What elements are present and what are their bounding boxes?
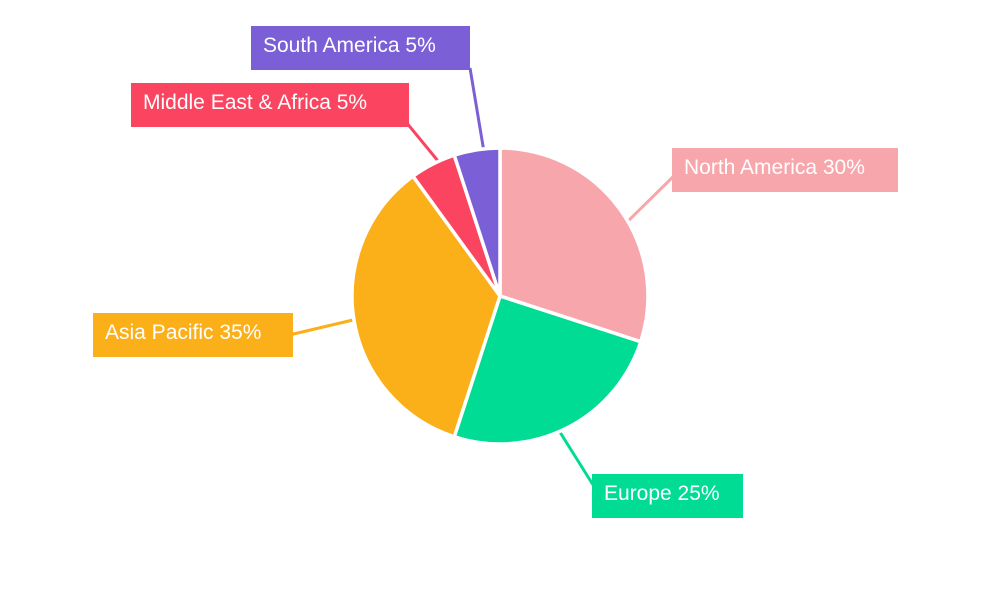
pie-slice-asia-pacific[interactable] [350,174,502,439]
pie-slice-europe[interactable] [452,294,643,446]
leader-line-asia-pacific [284,318,354,338]
leader-line-south-america [468,67,486,153]
pie-label-text-north-america: North America 30% [684,156,865,179]
pie-label-text-south-america: South America 5% [263,34,436,57]
pie-label-europe: Europe 25% [592,474,743,518]
pie-slice-north-america[interactable] [498,146,650,344]
pie-label-south-america: South America 5% [251,26,470,70]
pie-slice-south-america[interactable] [452,146,502,298]
pie-label-asia-pacific: Asia Pacific 35% [93,313,293,357]
pie-label-text-europe: Europe 25% [604,482,720,505]
pie-label-middle-east-africa: Middle East & Africa 5% [131,83,409,127]
pie-label-text-asia-pacific: Asia Pacific 35% [105,321,262,344]
pie-label-text-middle-east-africa: Middle East & Africa 5% [143,91,368,114]
leader-line-north-america [622,168,682,227]
pie-label-north-america: North America 30% [672,148,898,192]
pie-wedge-group [350,146,650,446]
